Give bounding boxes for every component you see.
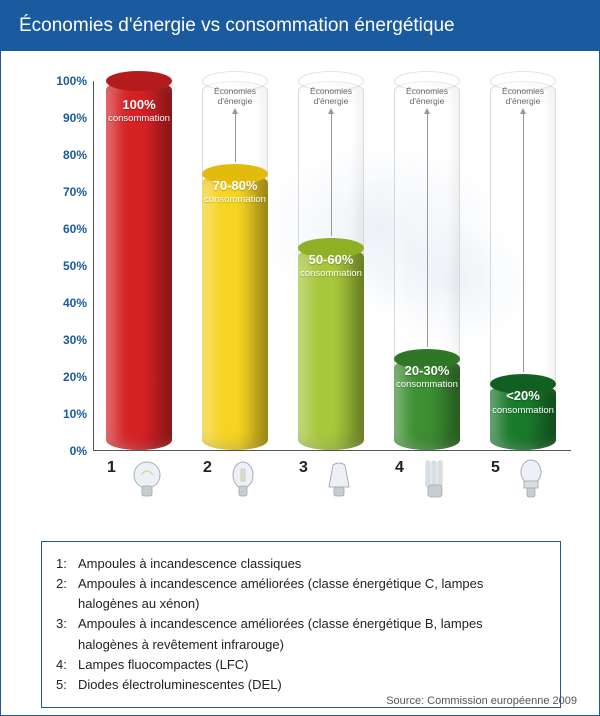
- infographic-frame: Économies d'énergie vs consommation éner…: [0, 0, 600, 716]
- y-tick: 100%: [56, 74, 87, 88]
- bar-fill: [106, 80, 172, 450]
- savings-label: Économiesd'énergie: [292, 87, 370, 107]
- bar-fill: [202, 173, 268, 451]
- legend-num: 5:: [56, 675, 78, 695]
- legend-text: Ampoules à incandescence améliorées (cla…: [78, 574, 546, 614]
- y-tick: 90%: [63, 111, 87, 125]
- bar-1: 100%consommation: [100, 81, 178, 450]
- source-text: Source: Commission européenne 2009: [386, 695, 577, 707]
- halogen-reflector-icon: [315, 457, 363, 505]
- y-tick: 80%: [63, 148, 87, 162]
- bar-4: 20-30%consommation Économiesd'énergie: [388, 81, 466, 450]
- legend-box: 1:Ampoules à incandescence classiques2:A…: [41, 541, 561, 708]
- savings-arrow-icon: [331, 113, 332, 236]
- legend-text: Ampoules à incandescence améliorées (cla…: [78, 614, 546, 654]
- y-tick: 70%: [63, 185, 87, 199]
- bar-5: <20%consommation Économiesd'énergie: [484, 81, 562, 450]
- legend-row: 3:Ampoules à incandescence améliorées (c…: [56, 614, 546, 654]
- legend-row: 2:Ampoules à incandescence améliorées (c…: [56, 574, 546, 614]
- y-tick: 30%: [63, 333, 87, 347]
- y-tick: 10%: [63, 407, 87, 421]
- bar-consumption-label: 70-80%consommation: [196, 178, 274, 206]
- legend-row: 1:Ampoules à incandescence classiques: [56, 554, 546, 574]
- cfl-icon: [411, 457, 459, 505]
- legend-num: 2:: [56, 574, 78, 614]
- savings-label: Économiesd'énergie: [484, 87, 562, 107]
- legend-row: 4:Lampes fluocompactes (LFC): [56, 655, 546, 675]
- legend-text: Diodes électroluminescentes (DEL): [78, 675, 282, 695]
- chart-region: 0%10%20%30%40%50%60%70%80%90%100% 100%co…: [41, 81, 571, 481]
- bar-consumption-label: 20-30%consommation: [388, 363, 466, 391]
- bar-consumption-label: 50-60%consommation: [292, 252, 370, 280]
- legend-text: Lampes fluocompactes (LFC): [78, 655, 249, 675]
- led-icon: [507, 457, 555, 505]
- savings-arrow-icon: [235, 113, 236, 162]
- chart-title: Économies d'énergie vs consommation éner…: [19, 15, 455, 36]
- y-tick: 20%: [63, 370, 87, 384]
- y-tick: 60%: [63, 222, 87, 236]
- bar-consumption-label: 100%consommation: [100, 97, 178, 125]
- legend-text: Ampoules à incandescence classiques: [78, 554, 301, 574]
- incandescent-icon: [123, 457, 171, 505]
- savings-label: Économiesd'énergie: [196, 87, 274, 107]
- legend-num: 1:: [56, 554, 78, 574]
- savings-label: Économiesd'énergie: [388, 87, 466, 107]
- legend-num: 4:: [56, 655, 78, 675]
- y-axis: 0%10%20%30%40%50%60%70%80%90%100%: [41, 81, 93, 451]
- legend-row: 5:Diodes électroluminescentes (DEL): [56, 675, 546, 695]
- chart-plot: 100%consommation 70-80%consommation Économ…: [93, 81, 571, 451]
- title-bar: Économies d'énergie vs consommation éner…: [1, 1, 599, 51]
- savings-arrow-icon: [427, 113, 428, 347]
- legend-num: 3:: [56, 614, 78, 654]
- y-tick: 0%: [70, 444, 87, 458]
- bar-2: 70-80%consommation Économiesd'énergie: [196, 81, 274, 450]
- bar-consumption-label: <20%consommation: [484, 388, 562, 416]
- y-tick: 50%: [63, 259, 87, 273]
- savings-arrow-icon: [523, 113, 524, 372]
- bar-fill-cap: [106, 71, 172, 91]
- halogen-capsule-icon: [219, 457, 267, 505]
- bar-3: 50-60%consommation Économiesd'énergie: [292, 81, 370, 450]
- y-tick: 40%: [63, 296, 87, 310]
